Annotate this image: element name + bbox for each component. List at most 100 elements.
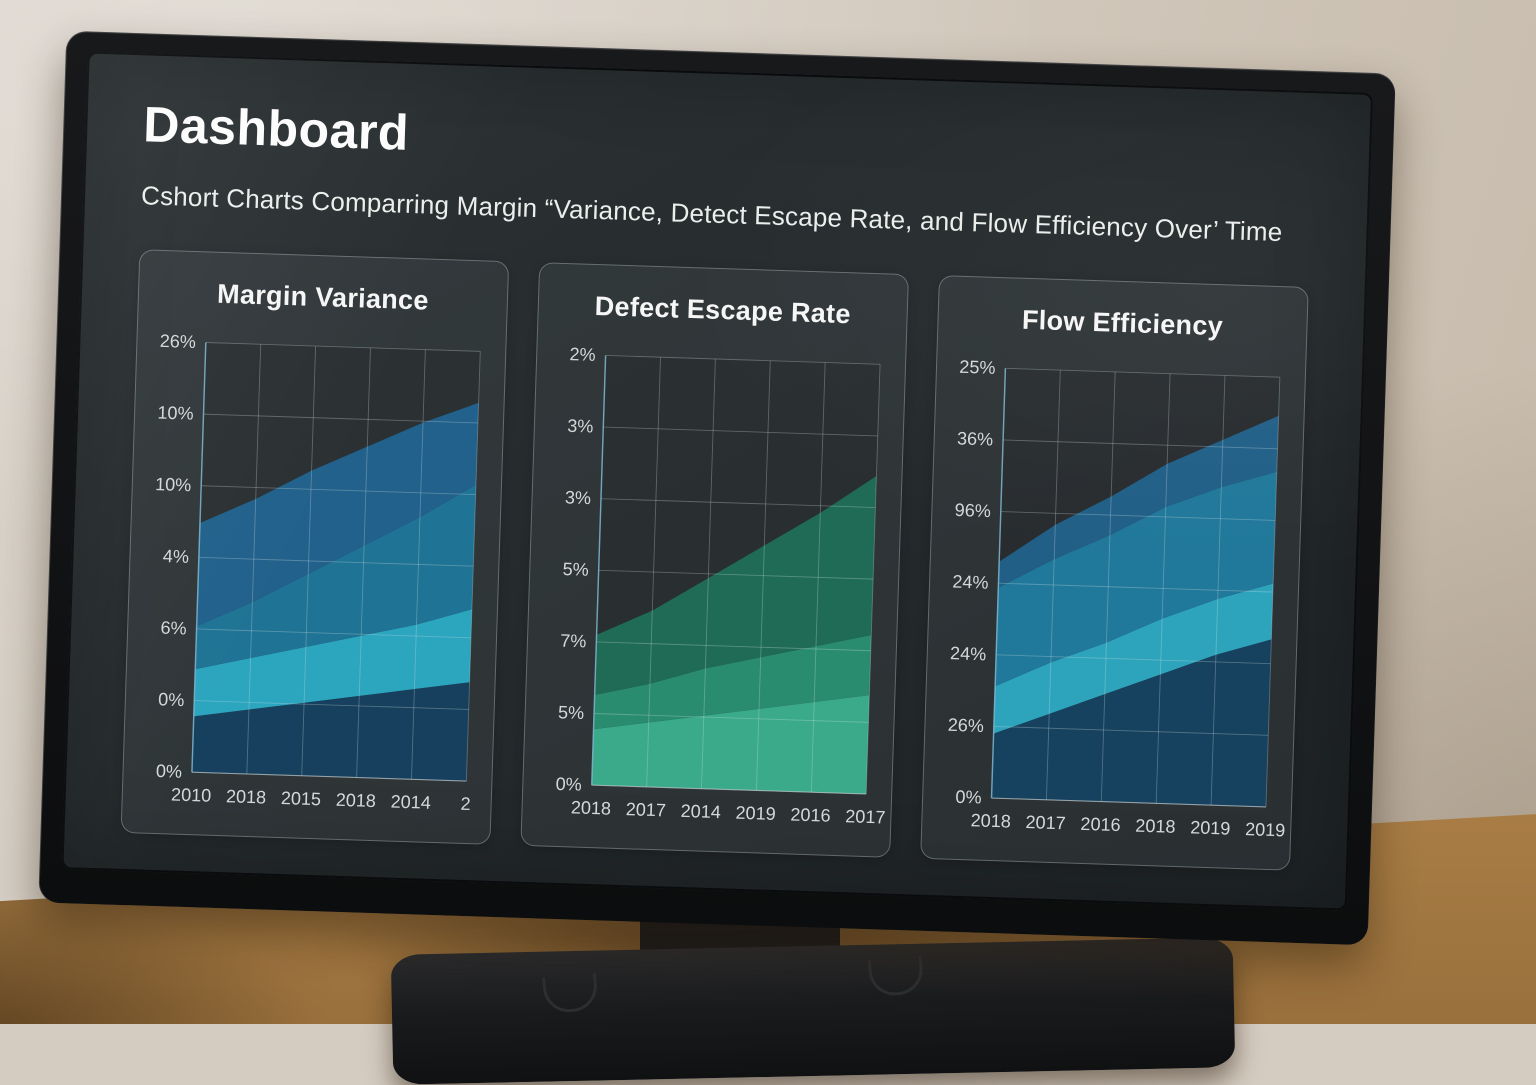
x-tick-label: 2018 [226, 786, 267, 807]
x-axis-line [991, 797, 1266, 808]
charts-row: Margin Variance 26% 10% 10% 4% 6% 0% 0% 2010 201… [120, 249, 1309, 871]
y-tick-label: 4% [163, 546, 190, 567]
y-axis-line [591, 355, 607, 786]
area-band-band-2 [593, 635, 872, 730]
y-tick-label: 36% [957, 428, 994, 449]
y-tick-label: 7% [560, 631, 587, 652]
chart-title: Margin Variance [216, 278, 430, 316]
x-tick-label: 2017 [1025, 812, 1066, 833]
v-gridline [411, 349, 426, 780]
v-gridline [755, 360, 771, 791]
chart-card-defect-escape-rate: Defect Escape Rate 2% 3% 3% 5% 7% 5% 0% 2018 201… [520, 262, 910, 858]
page-title: Dashboard [142, 96, 410, 161]
v-gridline [1265, 377, 1281, 807]
v-gridline [356, 347, 371, 778]
x-axis-line [591, 784, 867, 795]
monitor-bezel: Dashboard Cshort Charts Comparring Margi… [38, 30, 1396, 946]
margin-variance-chart: 26%10%10%4%6%0%0%2010 2018 2015 2018 2014 2 [155, 331, 481, 814]
x-tick-label: 2019 [1245, 819, 1286, 840]
h-gridline [596, 641, 871, 652]
y-tick-label: 26% [947, 715, 984, 736]
screen: Dashboard Cshort Charts Comparring Margi… [61, 51, 1374, 911]
area-band-band-1-bottom [191, 682, 470, 782]
x-tick-label: 2010 [171, 784, 212, 805]
v-gridline [465, 351, 481, 782]
y-tick-label: 2% [569, 344, 596, 365]
chart-title: Defect Escape Rate [594, 290, 852, 330]
v-gridline [246, 344, 262, 775]
x-tick-label: 2014 [680, 801, 721, 822]
y-tick-label: 24% [950, 643, 987, 664]
h-gridline [996, 654, 1271, 665]
x-tick-label: 2019 [735, 803, 776, 824]
area-band-band-3 [995, 471, 1277, 687]
y-tick-label: 10% [155, 474, 192, 495]
h-gridline [194, 700, 469, 710]
x-tick-label: 2018 [970, 810, 1011, 831]
chart-card-flow-efficiency: Flow Efficiency 25% 36% 96% 24% 24% 26% 0% 2018… [920, 275, 1309, 871]
v-gridline [865, 364, 881, 795]
y-tick-label: 0% [555, 774, 582, 795]
y-axis-line [191, 342, 207, 773]
cable-notch [867, 955, 925, 998]
h-gridline [605, 354, 881, 365]
h-gridline [993, 725, 1269, 736]
y-tick-label: 5% [562, 559, 589, 580]
v-gridline [646, 357, 661, 787]
flow-efficiency-chart: 25%36%96%24%24%26%0%2018 2017 2016 2018 2019… [947, 357, 1286, 841]
y-tick-label: 6% [160, 618, 187, 639]
y-tick-label: 0% [158, 689, 185, 710]
x-tick-label: 2015 [281, 788, 322, 809]
x-tick-label: 2018 [571, 797, 612, 818]
h-gridline [201, 485, 476, 496]
h-gridline [203, 413, 478, 424]
area-band-band-1-bottom [591, 695, 870, 794]
h-gridline [196, 628, 472, 639]
v-gridline [1210, 375, 1226, 806]
y-tick-label: 10% [157, 403, 194, 424]
x-tick-label: 2014 [390, 792, 431, 813]
x-tick-label: 2016 [1080, 814, 1121, 835]
y-tick-label: 96% [954, 500, 991, 521]
x-tick-label: 2017 [625, 799, 666, 820]
v-gridline [301, 346, 317, 776]
y-tick-label: 0% [955, 787, 982, 808]
x-tick-label: 2 [460, 794, 471, 814]
v-gridline [1045, 370, 1061, 800]
h-gridline [594, 713, 869, 723]
monitor-stand-base [390, 937, 1236, 1085]
y-tick-label: 3% [567, 416, 594, 437]
y-tick-label: 0% [156, 761, 183, 782]
h-gridline [198, 556, 474, 567]
y-tick-label: 26% [159, 331, 196, 352]
area-band-band-2 [993, 583, 1274, 734]
x-tick-label: 2017 [845, 806, 886, 827]
h-gridline [998, 582, 1273, 593]
y-tick-label: 25% [959, 357, 996, 378]
v-gridline [1155, 373, 1171, 804]
y-tick-label: 24% [952, 572, 989, 593]
area-band-band-3-top [594, 476, 877, 695]
h-gridline [600, 498, 876, 508]
defect-escape-rate-chart: 2% 3% 3% 5% 7% 5% 0%2018 2017 2014 2019 2016 2017 [555, 344, 886, 827]
h-gridline [1003, 439, 1278, 450]
v-gridline [701, 358, 716, 789]
h-gridline [598, 569, 874, 580]
v-gridline [1100, 371, 1116, 802]
x-tick-label: 2018 [1135, 816, 1176, 837]
x-tick-label: 2018 [335, 790, 376, 811]
page-subtitle: Cshort Charts Comparring Margin “Varianc… [140, 180, 1283, 248]
y-axis-line [990, 368, 1007, 799]
area-band-band-2 [193, 609, 472, 717]
h-gridline [1000, 511, 1276, 521]
h-gridline [205, 342, 481, 352]
area-band-band-4-top [196, 402, 479, 627]
y-tick-label: 3% [565, 487, 592, 508]
chart-card-margin-variance: Margin Variance 26% 10% 10% 4% 6% 0% 0% 2010 201… [120, 249, 510, 845]
v-gridline [810, 362, 826, 793]
x-axis-line [191, 771, 467, 782]
area-band-band-1-bottom [991, 639, 1272, 807]
x-tick-label: 2019 [1190, 817, 1231, 838]
chart-title: Flow Efficiency [1021, 304, 1224, 342]
cable-notch [542, 972, 600, 1015]
